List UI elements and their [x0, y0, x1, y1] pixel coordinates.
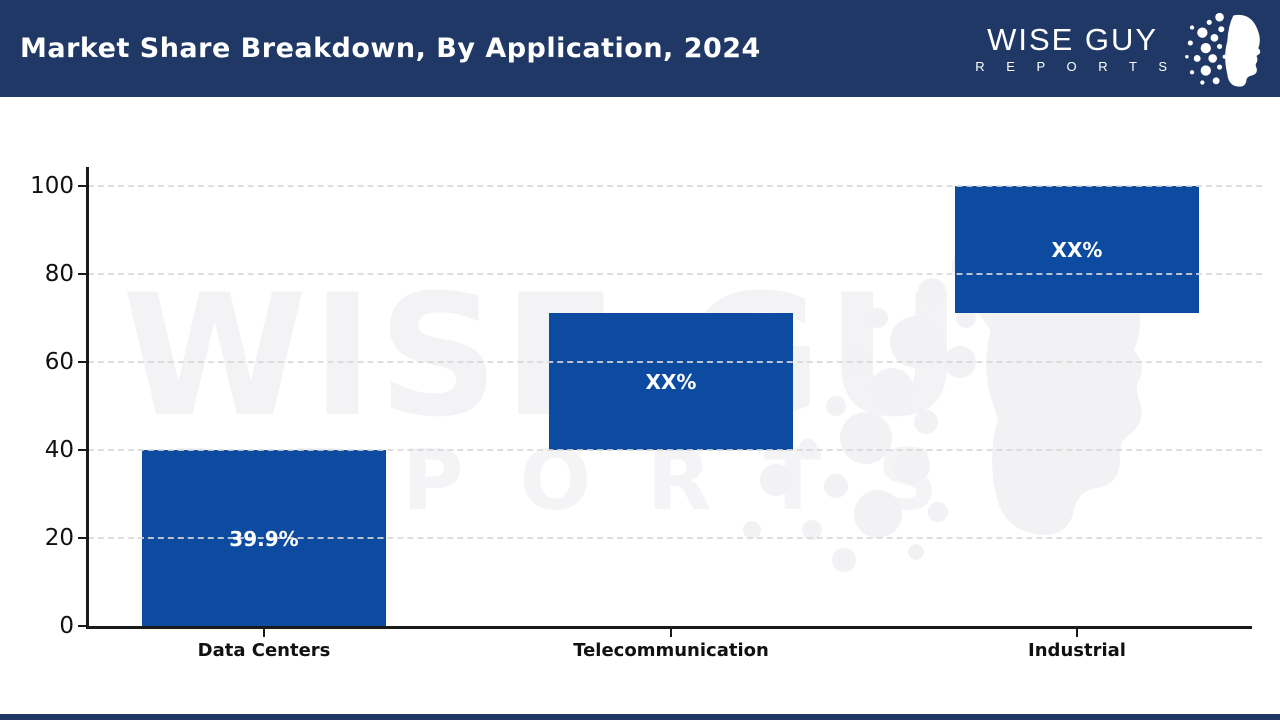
y-tick [78, 361, 86, 363]
y-tick-label: 40 [44, 437, 74, 463]
gridline-40 [88, 449, 1262, 451]
gridline-100 [88, 185, 1262, 187]
gridline-80 [88, 273, 1262, 275]
y-tick [78, 625, 86, 627]
watermark-face-icon [743, 240, 1142, 572]
y-tick-label: 100 [30, 173, 74, 199]
y-tick [78, 273, 86, 275]
bar-value-label: XX% [645, 369, 697, 394]
y-tick-label: 0 [59, 613, 74, 639]
gridline-20 [88, 537, 1262, 539]
category-label-telecommunication: Telecommunication [573, 640, 769, 661]
y-tick-label: 60 [44, 349, 74, 375]
x-tick [670, 629, 672, 637]
y-tick-label: 80 [44, 261, 74, 287]
x-tick [1076, 629, 1078, 637]
bar-industrial [955, 186, 1199, 313]
y-tick [78, 185, 86, 187]
category-label-data-centers: Data Centers [197, 640, 331, 661]
page-title: Market Share Breakdown, By Application, … [20, 33, 761, 64]
footer-accent-bar [0, 714, 1280, 720]
category-label-industrial: Industrial [1028, 640, 1126, 661]
header-bar: Market Share Breakdown, By Application, … [0, 0, 1280, 97]
y-tick [78, 537, 86, 539]
logo-wiseguy-text: WISE GUY [987, 22, 1159, 57]
gridline-60 [88, 361, 1262, 363]
bar-value-label: 39.9% [229, 526, 299, 551]
x-tick [263, 629, 265, 637]
y-tick [78, 449, 86, 451]
wiseguy-face-icon [1185, 12, 1261, 87]
bar-value-label: XX% [1051, 237, 1103, 262]
y-axis-line [86, 167, 89, 628]
bar-telecommunication [549, 313, 793, 450]
y-tick-label: 20 [44, 525, 74, 551]
wiseguy-logo: WISE GUY R E P O R T S [969, 0, 1266, 97]
x-axis-line [86, 626, 1252, 629]
logo-reports-text: R E P O R T S [975, 59, 1176, 74]
